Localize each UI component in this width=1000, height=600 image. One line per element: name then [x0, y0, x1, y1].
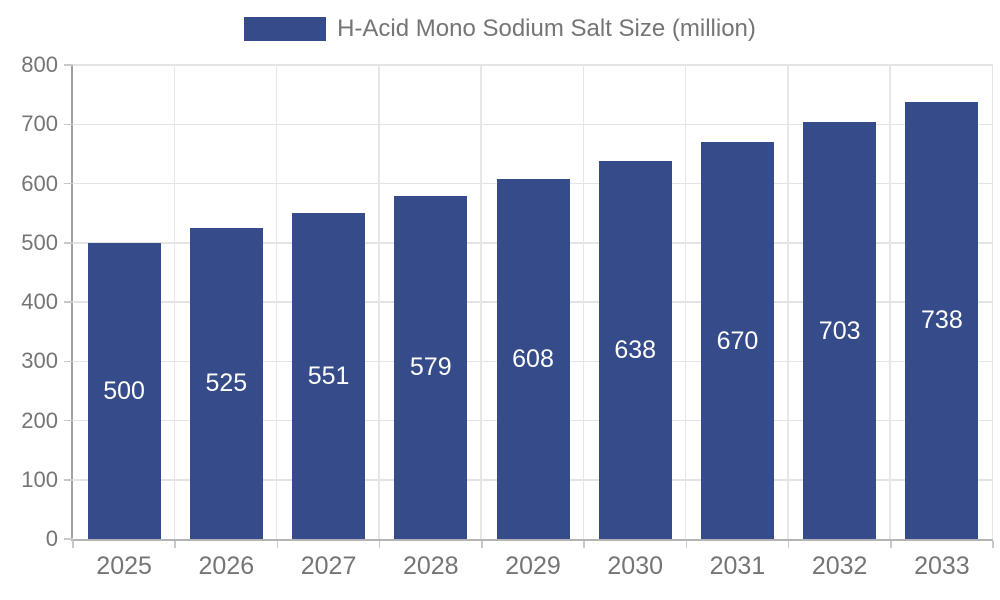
y-tick-label: 200 — [21, 407, 58, 433]
x-tick-mark — [890, 541, 892, 548]
bar-2033: 738 — [905, 101, 979, 539]
y-tick-mark — [64, 242, 73, 244]
x-tick-label: 2032 — [811, 552, 868, 580]
y-tick-mark — [64, 419, 73, 422]
x-tick-mark — [992, 541, 994, 548]
x-gridline — [480, 65, 482, 539]
bar-2028: 579 — [394, 195, 468, 539]
bar-2031: 670 — [700, 142, 774, 539]
x-gridline — [275, 65, 278, 539]
x-tick-label: 2025 — [96, 552, 152, 580]
y-tick-mark — [64, 538, 73, 540]
x-gridline — [582, 65, 585, 539]
x-tick-label: 2028 — [402, 552, 459, 580]
bar-value-label: 500 — [103, 376, 145, 405]
x-gridline — [378, 65, 380, 539]
x-gridline — [787, 65, 789, 539]
x-tick-label: 2027 — [300, 552, 357, 580]
x-tick-mark — [174, 541, 176, 548]
x-tick-label: 2033 — [914, 552, 970, 580]
plot-area: 500 525 551 579 608 638 670 703 738 — [71, 64, 993, 541]
y-tick-mark — [64, 123, 73, 125]
bar-value-label: 703 — [818, 316, 861, 345]
x-tick-label: 2026 — [198, 552, 255, 580]
y-tick-label: 700 — [21, 111, 58, 137]
bar-2027: 551 — [292, 212, 366, 539]
y-tick-label: 100 — [21, 466, 58, 492]
x-tick-label: 2030 — [607, 552, 664, 580]
x-tick-mark — [787, 541, 790, 548]
y-tick-label: 500 — [21, 229, 58, 255]
x-tick-label: 2031 — [709, 552, 766, 580]
x-tick-mark — [72, 541, 74, 548]
y-tick-label: 400 — [21, 289, 58, 314]
x-tick-mark — [378, 541, 381, 548]
x-tick-mark — [481, 541, 483, 548]
x-gridline — [889, 65, 891, 539]
bar-value-label: 608 — [512, 344, 554, 373]
x-tick-label: 2029 — [505, 552, 561, 580]
bar-value-label: 551 — [307, 361, 350, 390]
x-tick-mark — [276, 541, 279, 548]
x-gridline — [991, 65, 993, 539]
legend-swatch — [244, 17, 327, 41]
bar-2026: 525 — [189, 227, 263, 539]
bar-value-label: 579 — [409, 353, 452, 382]
y-tick-mark — [64, 182, 73, 185]
y-gridline — [73, 64, 993, 66]
chart-legend: H-Acid Mono Sodium Salt Size (million) — [0, 15, 1000, 43]
bar-2025: 500 — [87, 242, 161, 539]
y-tick-mark — [64, 64, 73, 66]
bar-value-label: 738 — [921, 306, 963, 335]
y-tick-mark — [64, 360, 73, 362]
y-tick-label: 800 — [21, 52, 58, 77]
bar-value-label: 638 — [614, 336, 657, 364]
bar-2029: 608 — [496, 178, 570, 539]
bar-value-label: 525 — [205, 369, 248, 398]
y-tick-mark — [64, 479, 73, 481]
x-gridline — [684, 65, 687, 539]
y-tick-mark — [64, 301, 73, 303]
y-tick-label: 600 — [21, 170, 58, 196]
y-gridline — [73, 123, 993, 125]
y-tick-label: 0 — [45, 526, 58, 551]
bar-2032: 703 — [803, 122, 877, 539]
bar-value-label: 670 — [716, 326, 759, 355]
x-tick-mark — [583, 541, 585, 548]
x-gridline — [173, 65, 176, 539]
legend-label: H-Acid Mono Sodium Salt Size (million) — [337, 15, 756, 42]
x-tick-mark — [685, 541, 688, 548]
bar-2030: 638 — [598, 161, 672, 539]
y-tick-label: 300 — [21, 348, 58, 374]
